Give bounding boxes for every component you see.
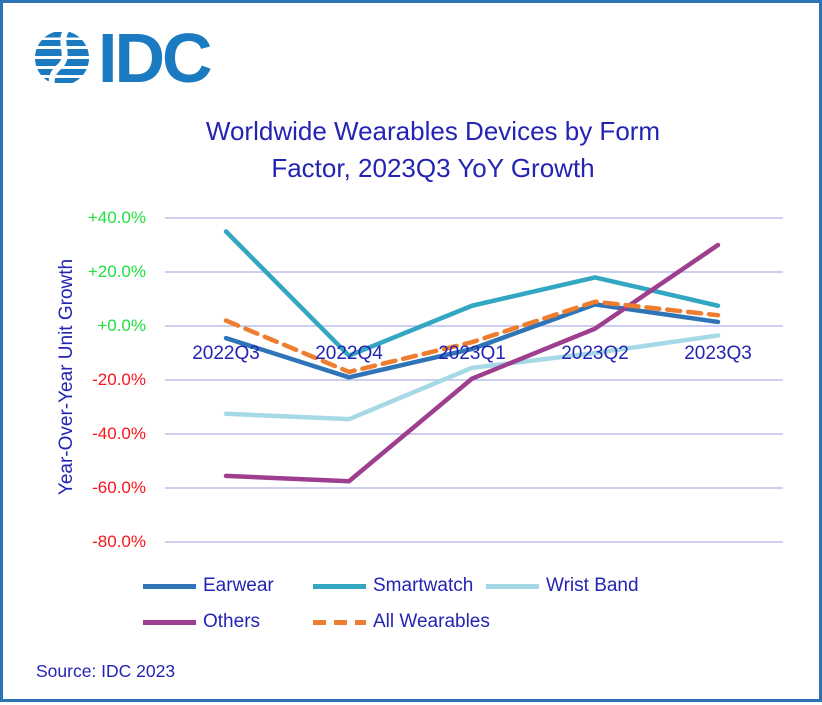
idc-logo-text: IDC (98, 19, 213, 97)
legend-swatch-others (143, 619, 196, 625)
legend-swatch-wrist-band (486, 583, 539, 589)
legend-item-all-wearables: All Wearables (313, 609, 490, 635)
source-note: Source: IDC 2023 (36, 661, 176, 681)
chart-title-line1: Worldwide Wearables Devices by Form (205, 116, 661, 146)
x-axis-label: 2023Q1 (438, 343, 506, 364)
series-line-earwear (223, 302, 721, 380)
x-axis-label: 2023Q3 (684, 343, 752, 364)
legend-item-others: Others (143, 609, 260, 635)
legend-item-wrist-band: Wrist Band (486, 573, 639, 599)
legend-label-others: Others (203, 611, 261, 632)
legend-label-smartwatch: Smartwatch (373, 575, 474, 596)
legend-label-wrist-band: Wrist Band (546, 575, 639, 596)
legend-item-smartwatch: Smartwatch (313, 573, 473, 599)
series-line-smartwatch (223, 229, 721, 358)
y-tick-label: -80.0% (92, 532, 146, 551)
legend-label-earwear: Earwear (203, 575, 274, 596)
chart-title: Worldwide Wearables Devices by Form Fact… (33, 113, 822, 187)
legend-swatch-earwear (143, 583, 196, 589)
legend-swatch-all-wearables (313, 619, 366, 625)
legend-item-earwear: Earwear (143, 573, 274, 599)
x-axis-label: 2022Q4 (315, 343, 383, 364)
y-tick-label: +40.0% (87, 208, 146, 227)
chart-title-line2: Factor, 2023Q3 YoY Growth (271, 153, 595, 183)
y-tick-label: -20.0% (92, 370, 146, 389)
legend-label-all-wearables: All Wearables (373, 611, 490, 632)
idc-logo: IDC (33, 19, 213, 97)
y-tick-label: +0.0% (97, 316, 146, 335)
idc-globe-icon (35, 31, 89, 85)
y-tick-label: -60.0% (92, 478, 146, 497)
x-axis-label: 2022Q3 (192, 343, 260, 364)
x-axis-label: 2023Q2 (561, 343, 629, 364)
y-tick-label: +20.0% (87, 262, 146, 281)
y-tick-label: -40.0% (92, 424, 146, 443)
legend-swatch-smartwatch (313, 583, 366, 589)
